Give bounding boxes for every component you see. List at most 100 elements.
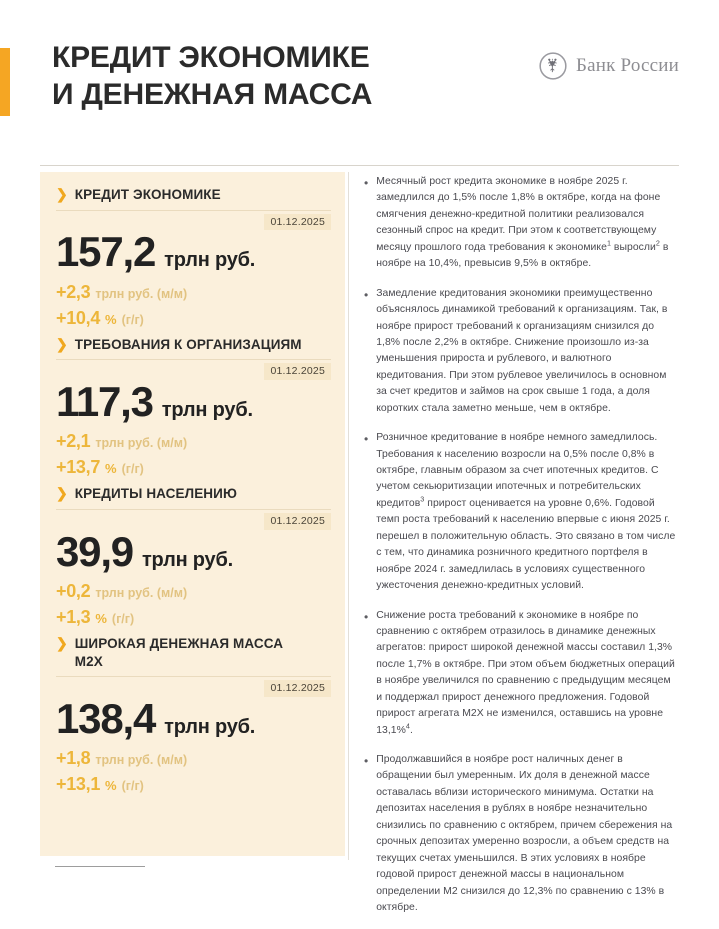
double-headed-eagle-emblem-icon: [539, 52, 567, 80]
commentary-part: Продолжавшийся в ноябре рост наличных де…: [376, 754, 673, 913]
metric-delta-yoy-value: +13,1: [56, 774, 101, 795]
metric-delta-yoy-percent: %: [105, 778, 117, 794]
metric-card-corporate-claims: ❯ ТРЕБОВАНИЯ К ОРГАНИЗАЦИЯМ 01.12.2025 1…: [40, 336, 345, 481]
commentary-text: Снижение роста требований к экономике в …: [376, 608, 679, 740]
metric-header: ❯ КРЕДИТЫ НАСЕЛЕНИЮ: [56, 485, 331, 503]
metric-delta-yoy-percent: %: [95, 610, 107, 626]
metric-delta-yoy-value: +10,4: [56, 307, 101, 328]
metric-value-row: 117,3 трлн руб.: [56, 377, 331, 425]
metric-delta-yoy-percent: %: [105, 461, 117, 477]
commentary-text: Продолжавшийся в ноябре рост наличных де…: [376, 752, 679, 916]
page-title-line-2: И ДЕНЕЖНАЯ МАССА: [52, 77, 373, 111]
bank-of-russia-logo-text: Банк России: [576, 55, 679, 76]
metric-delta-yoy-label: (г/г): [111, 611, 135, 626]
metric-date-row: 01.12.2025: [56, 512, 331, 530]
metric-value-row: 138,4 трлн руб.: [56, 694, 331, 742]
metric-header: ❯ ТРЕБОВАНИЯ К ОРГАНИЗАЦИЯМ: [56, 336, 331, 354]
metric-delta-yoy-value: +13,7: [56, 457, 101, 478]
bullet-dot-icon: •: [364, 754, 369, 768]
metric-date-badge: 01.12.2025: [264, 512, 331, 530]
metric-date-row: 01.12.2025: [56, 680, 331, 697]
metric-header: ❯ ШИРОКАЯ ДЕНЕЖНАЯ МАССА M2X: [56, 635, 331, 670]
metric-delta-yoy: +13,1 % (г/г): [56, 771, 331, 797]
metric-value-row: 39,9 трлн руб.: [56, 527, 331, 575]
commentary-part: Снижение роста требований к экономике в …: [376, 609, 675, 736]
metric-delta-mom-value: +2,3: [56, 281, 91, 302]
chevron-right-icon: ❯: [56, 335, 68, 352]
metric-unit: трлн руб.: [164, 715, 256, 738]
metric-title: КРЕДИТ ЭКОНОМИКЕ: [74, 187, 221, 202]
metric-delta-yoy-label: (г/г): [121, 779, 144, 794]
metric-date-badge: 01.12.2025: [264, 213, 331, 231]
metric-value: 39,9: [56, 527, 134, 575]
metric-delta-yoy-label: (г/г): [121, 312, 144, 327]
metric-divider: [56, 209, 331, 211]
metric-unit: трлн руб.: [141, 548, 233, 571]
main-content: ❯ КРЕДИТ ЭКОНОМИКЕ 01.12.2025 157,2 трлн…: [0, 172, 719, 913]
metric-title: ШИРОКАЯ ДЕНЕЖНАЯ МАССА M2X: [74, 636, 284, 669]
commentary-bullet: • Продолжавшийся в ноябре рост наличных …: [364, 752, 679, 916]
metric-value: 157,2: [56, 228, 156, 276]
commentary-part: в ноябре на 10,4%, превысив 9,5% в октяб…: [376, 241, 669, 270]
metric-card-credit-economy: ❯ КРЕДИТ ЭКОНОМИКЕ 01.12.2025 157,2 трлн…: [40, 186, 345, 331]
commentary-bullet: • Снижение роста требований к экономике …: [364, 608, 679, 740]
footnote-ref: 3: [420, 494, 425, 504]
metric-delta-mom-label: трлн руб. (м/м): [95, 286, 188, 301]
footnote-ref: 2: [655, 238, 660, 248]
metric-value: 138,4: [56, 694, 156, 742]
metric-title: КРЕДИТЫ НАСЕЛЕНИЮ: [74, 486, 237, 502]
metric-unit: трлн руб.: [164, 249, 256, 272]
metric-deltas: +1,8 трлн руб. (м/м) +13,1 % (г/г): [56, 745, 331, 797]
chevron-right-icon: ❯: [56, 186, 68, 202]
footnote-ref: 4: [405, 721, 410, 731]
bullet-dot-icon: •: [364, 287, 369, 302]
chevron-right-icon: ❯: [56, 485, 68, 502]
metric-delta-mom-label: трлн руб. (м/м): [95, 436, 188, 451]
commentary-part: Месячный рост кредита экономике в ноябре…: [376, 176, 661, 253]
metric-date-badge: 01.12.2025: [264, 363, 331, 380]
metric-deltas: +2,1 трлн руб. (м/м) +13,7 % (г/г): [56, 428, 331, 480]
metric-delta-mom: +1,8 трлн руб. (м/м): [56, 745, 331, 771]
commentary-part: Замедление кредитования экономики преиму…: [376, 287, 668, 414]
metric-card-household-loans: ❯ КРЕДИТЫ НАСЕЛЕНИЮ 01.12.2025 39,9 трлн…: [40, 485, 345, 630]
page-header: КРЕДИТ ЭКОНОМИКЕ И ДЕНЕЖНАЯ МАССА Банк Р…: [0, 0, 719, 150]
metric-delta-yoy: +13,7 % (г/г): [56, 454, 331, 480]
metric-unit: трлн руб.: [161, 398, 253, 421]
metrics-panel: ❯ КРЕДИТ ЭКОНОМИКЕ 01.12.2025 157,2 трлн…: [40, 172, 345, 856]
metric-delta-mom: +0,2 трлн руб. (м/м): [56, 578, 331, 604]
commentary-bullet: • Розничное кредитование в ноябре немног…: [364, 430, 679, 594]
bullet-dot-icon: •: [364, 432, 369, 447]
metric-delta-yoy-percent: %: [105, 311, 117, 327]
footnote-ref: 1: [606, 238, 611, 248]
page-title-line-1: КРЕДИТ ЭКОНОМИКЕ: [52, 41, 370, 74]
metric-delta-mom-value: +2,1: [56, 431, 91, 452]
bullet-dot-icon: •: [364, 609, 369, 624]
page-title: КРЕДИТ ЭКОНОМИКЕ И ДЕНЕЖНАЯ МАССА: [52, 40, 482, 114]
metric-delta-yoy-label: (г/г): [121, 462, 144, 477]
metric-divider: [56, 508, 331, 510]
commentary-text: Замедление кредитования экономики преиму…: [376, 286, 679, 418]
commentary-text: Месячный рост кредита экономике в ноябре…: [376, 174, 679, 273]
chevron-right-icon: ❯: [56, 635, 68, 652]
metric-card-broad-money-m2x: ❯ ШИРОКАЯ ДЕНЕЖНАЯ МАССА M2X 01.12.2025 …: [40, 635, 345, 797]
metric-date-row: 01.12.2025: [56, 363, 331, 380]
metric-deltas: +2,3 трлн руб. (м/м) +10,4 % (г/г): [56, 279, 331, 331]
commentary-text: Розничное кредитование в ноябре немного …: [376, 430, 679, 594]
bullet-dot-icon: •: [364, 176, 369, 190]
metric-value: 117,3: [56, 377, 154, 425]
page-title-text: КРЕДИТ ЭКОНОМИКЕ И ДЕНЕЖНАЯ МАССА: [52, 40, 482, 114]
orange-accent-bar: [0, 48, 10, 116]
commentary-part: .: [409, 724, 413, 736]
metric-date-badge: 01.12.2025: [264, 680, 331, 697]
column-divider: [348, 172, 349, 860]
footnote-separator: [55, 866, 145, 867]
metric-divider: [56, 676, 331, 678]
metric-delta-mom: +2,3 трлн руб. (м/м): [56, 279, 331, 305]
commentary-part: Розничное кредитование в ноябре немного …: [376, 432, 659, 509]
metric-header: ❯ КРЕДИТ ЭКОНОМИКЕ: [56, 186, 331, 204]
metric-delta-yoy-value: +1,3: [56, 606, 91, 627]
metric-value-row: 157,2 трлн руб.: [56, 228, 331, 276]
metric-delta-mom-label: трлн руб. (м/м): [95, 753, 188, 768]
commentary-bullet: • Месячный рост кредита экономике в нояб…: [364, 174, 679, 273]
commentary-panel: • Месячный рост кредита экономике в нояб…: [364, 174, 679, 929]
